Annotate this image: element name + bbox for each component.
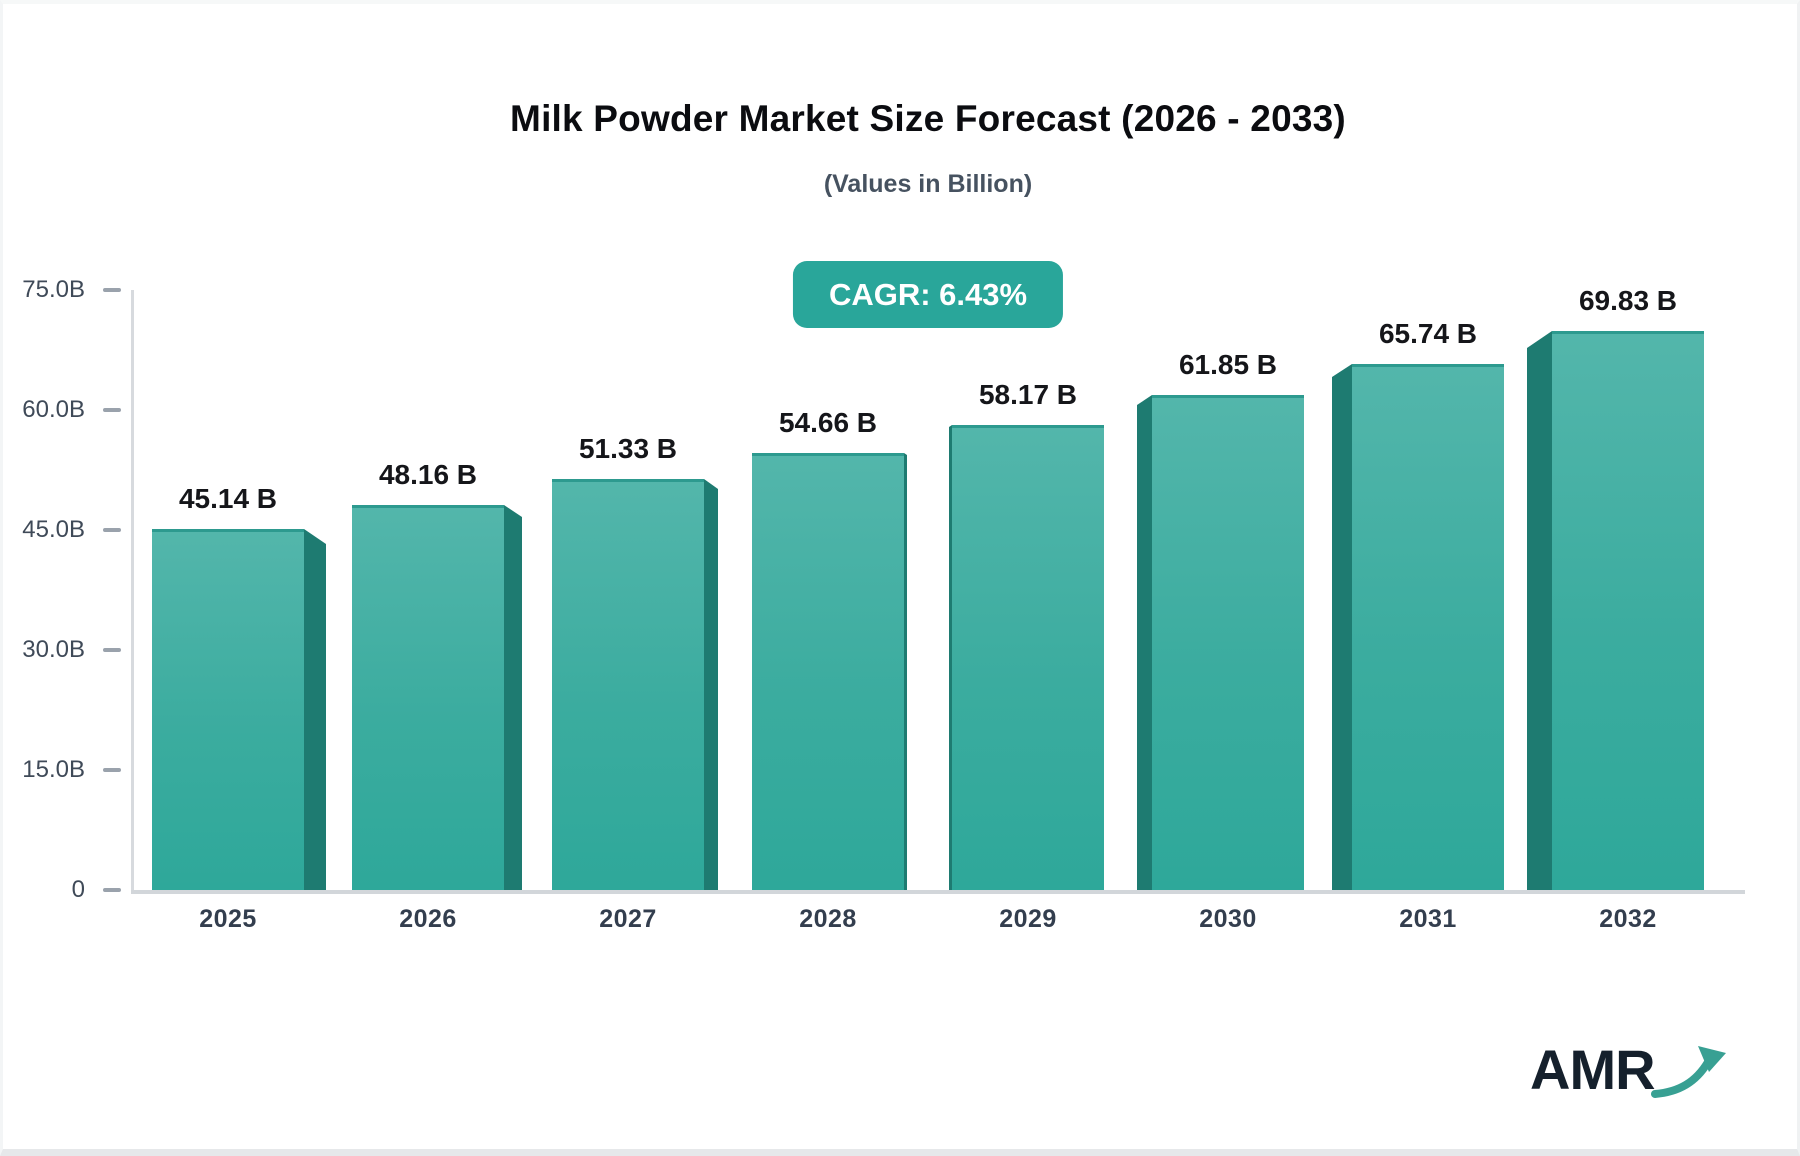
x-axis-label: 2027 bbox=[599, 905, 657, 933]
y-axis-line bbox=[131, 290, 134, 892]
logo-text: AMR bbox=[1530, 1038, 1656, 1101]
bar-value-label: 58.17 B bbox=[978, 379, 1078, 410]
bar-side-face bbox=[949, 425, 952, 890]
plot-area: 75.0B 60.0B 45.0B 30.0B 15.0B 0 45.14 B 2025 48… bbox=[3, 4, 1797, 1149]
bar-2030 bbox=[1152, 395, 1304, 890]
y-axis-tick-label: 0 bbox=[71, 876, 85, 903]
bar-2031 bbox=[1352, 364, 1504, 890]
bar-2026 bbox=[352, 505, 504, 890]
bar-side-face bbox=[1137, 395, 1152, 890]
bar-side-face bbox=[504, 505, 522, 890]
bar-2028 bbox=[752, 453, 904, 890]
bar-side-face bbox=[1332, 364, 1352, 890]
y-axis-tick bbox=[103, 768, 121, 772]
y-axis-tick-label: 30.0B bbox=[22, 636, 85, 663]
bar-value-label: 48.16 B bbox=[378, 459, 478, 490]
bar-value-label: 65.74 B bbox=[1378, 318, 1478, 349]
x-axis-label: 2026 bbox=[399, 905, 457, 933]
bar-value-label: 45.14 B bbox=[178, 483, 278, 514]
x-axis-label: 2031 bbox=[1399, 905, 1457, 933]
bar-2029 bbox=[952, 425, 1104, 890]
x-axis-label: 2032 bbox=[1599, 905, 1657, 933]
y-axis-tick-label: 15.0B bbox=[22, 756, 85, 783]
bar-2025 bbox=[152, 529, 304, 890]
chart-title: Milk Powder Market Size Forecast (2026 -… bbox=[510, 98, 1346, 139]
bar-side-face bbox=[904, 453, 907, 890]
y-axis-tick-label: 45.0B bbox=[22, 516, 85, 543]
y-axis-tick-label: 75.0B bbox=[22, 276, 85, 303]
x-axis-label: 2025 bbox=[199, 905, 257, 933]
bar-value-label: 54.66 B bbox=[778, 407, 878, 438]
bar-2032 bbox=[1552, 331, 1704, 890]
x-axis-label: 2030 bbox=[1199, 905, 1257, 933]
cagr-badge: CAGR: 6.43% bbox=[792, 261, 1064, 328]
y-axis-tick bbox=[103, 888, 121, 892]
x-axis-label: 2029 bbox=[999, 905, 1057, 933]
chart-subtitle: (Values in Billion) bbox=[823, 170, 1033, 198]
y-axis-tick bbox=[103, 288, 121, 292]
bar-2027 bbox=[552, 479, 704, 890]
bar-value-label: 51.33 B bbox=[578, 433, 678, 464]
y-axis-tick bbox=[103, 528, 121, 532]
bar-side-face bbox=[1527, 331, 1552, 890]
y-axis-tick bbox=[103, 408, 121, 412]
bar-side-face bbox=[304, 529, 326, 890]
x-axis-line bbox=[131, 890, 1745, 894]
y-axis-tick-label: 60.0B bbox=[22, 396, 85, 423]
amr-logo: AMR bbox=[1530, 1034, 1731, 1106]
bar-side-face bbox=[704, 479, 718, 890]
bar-value-label: 61.85 B bbox=[1178, 349, 1278, 380]
bar-value-label: 69.83 B bbox=[1578, 285, 1678, 316]
y-axis-tick bbox=[103, 648, 121, 652]
growth-arrow-icon bbox=[1650, 1046, 1726, 1098]
x-axis-label: 2028 bbox=[799, 905, 857, 933]
